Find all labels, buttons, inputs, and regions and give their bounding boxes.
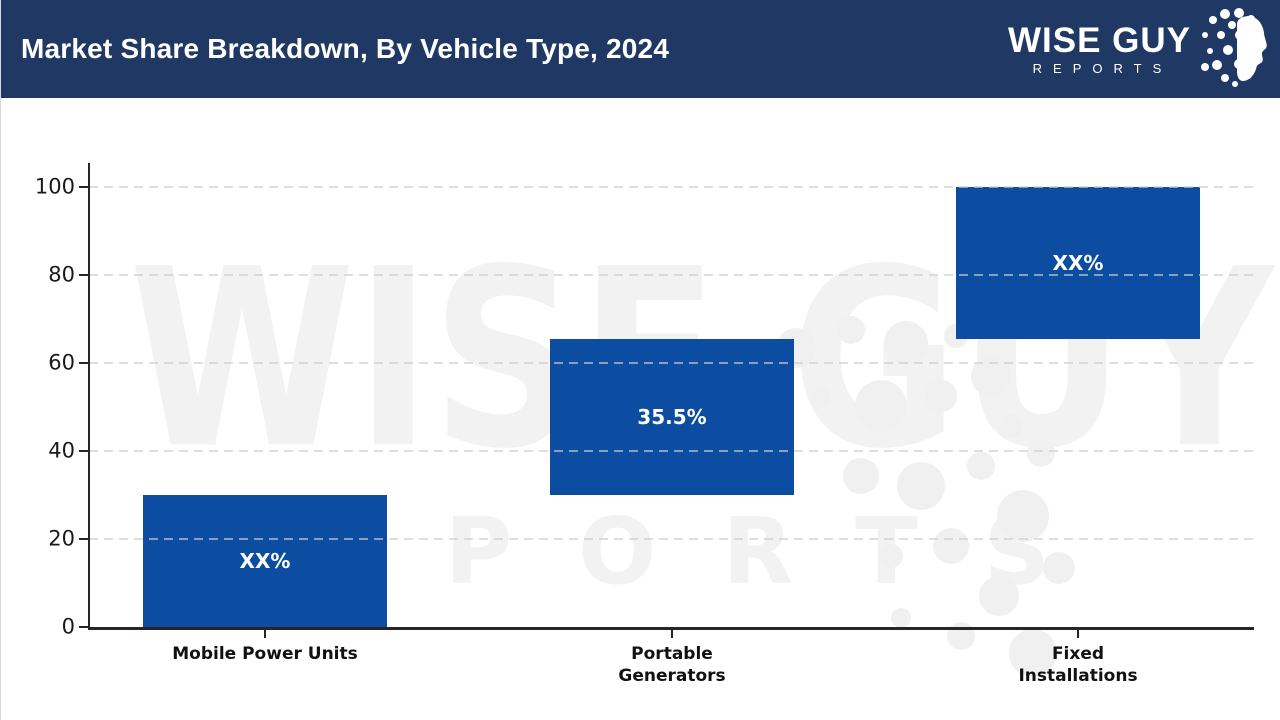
y-tick-label: 20 [48, 526, 75, 551]
gridline-y80 [89, 274, 1254, 276]
y-tick-label: 60 [48, 350, 75, 375]
bar-value-label: 35.5% [637, 404, 707, 429]
logo-text-wiseguy: WISE GUY [1007, 20, 1191, 60]
logo-face-icon [1201, 8, 1267, 87]
header-bar: Market Share Breakdown, By Vehicle Type,… [1, 0, 1280, 98]
watermark-face-dots [776, 316, 1075, 677]
logo-wordmark: WISE GUY REPORTS [1008, 23, 1191, 76]
gridline-y20 [89, 538, 1254, 540]
y-tick-label: 100 [34, 174, 75, 199]
bar-3 [956, 187, 1200, 339]
logo-text-reports: REPORTS [1032, 60, 1173, 76]
y-tick-label: 40 [48, 438, 75, 463]
category-label: Fixed Installations [1018, 644, 1138, 687]
gridline-y100 [89, 186, 1254, 188]
category-label: Mobile Power Units [172, 644, 358, 664]
y-tick-label: 80 [48, 262, 75, 287]
y-tick-mark [79, 450, 88, 452]
y-tick-mark [79, 186, 88, 188]
chart-area: WISE GUY REPORTS 0 20 40 60 80 100 XX% Mobile P… [1, 98, 1280, 720]
page-title: Market Share Breakdown, By Vehicle Type,… [21, 33, 670, 64]
y-tick-mark [79, 538, 88, 540]
y-tick-mark [79, 274, 88, 276]
wiseguy-logo: WISE GUY REPORTS [1008, 6, 1267, 92]
gridline-y60 [89, 362, 1254, 364]
bar-2 [550, 338, 794, 495]
x-tick-mark [1077, 629, 1079, 638]
bar-value-label: XX% [1052, 250, 1104, 275]
bar-1 [143, 495, 387, 627]
y-tick-label: 0 [61, 614, 75, 639]
y-tick-mark [79, 362, 88, 364]
x-tick-mark [264, 629, 266, 638]
x-tick-mark [671, 629, 673, 638]
y-tick-mark [79, 626, 88, 628]
y-axis-line [88, 163, 90, 629]
category-label: Portable Generators [618, 644, 726, 687]
x-axis-line [88, 627, 1254, 630]
bar-value-label: XX% [239, 549, 291, 573]
gridline-y40 [89, 450, 1254, 452]
